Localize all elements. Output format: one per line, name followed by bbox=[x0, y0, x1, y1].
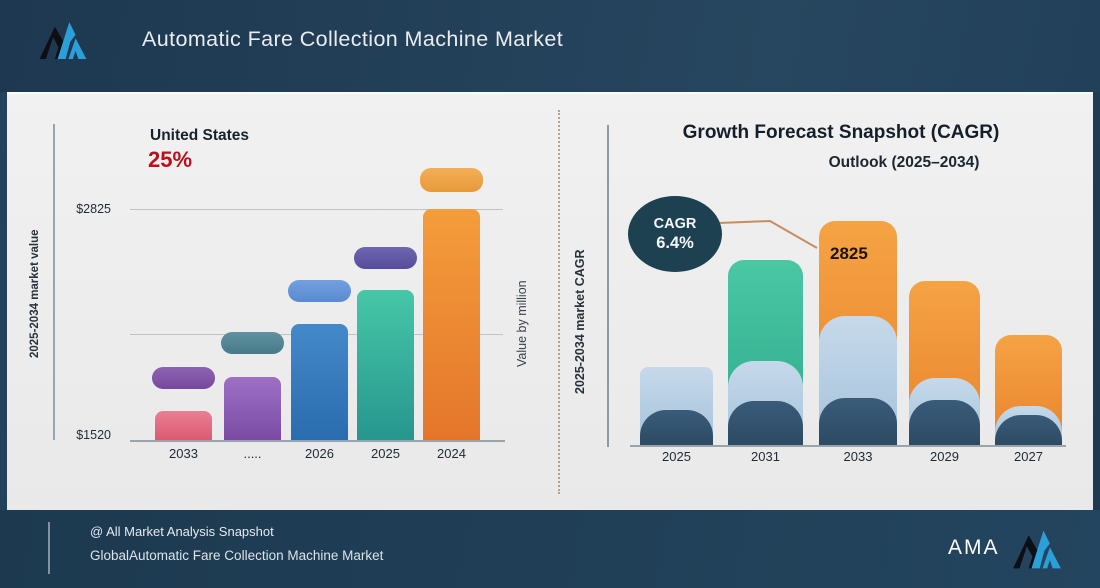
right-bar-2033-base-segment bbox=[819, 398, 897, 445]
left-bar-2026 bbox=[291, 324, 348, 440]
left-y-axis-label: 2025-2034 market value bbox=[29, 229, 41, 359]
left-category-label: 2026 bbox=[305, 446, 334, 461]
left-bar-cap-2033 bbox=[152, 367, 215, 389]
right-x-axis-line bbox=[630, 445, 1066, 447]
cagr-badge: CAGR 6.4% bbox=[628, 196, 722, 272]
left-bar-cap-..... bbox=[221, 332, 284, 355]
cagr-axis-label: 2025-2034 market CAGR bbox=[573, 249, 587, 395]
cagr-badge-value: 6.4% bbox=[656, 233, 694, 252]
footer-divider-line bbox=[48, 522, 50, 574]
right-bar-2029-base-segment bbox=[909, 400, 980, 445]
header: Automatic Fare Collection Machine Market bbox=[0, 0, 1100, 92]
right-category-label: 2033 bbox=[843, 449, 873, 464]
peak-value-label: 2825 bbox=[830, 244, 868, 263]
right-chart-subtitle: Outlook (2025–2034) bbox=[828, 154, 980, 171]
right-chart-title: Growth Forecast Snapshot (CAGR) bbox=[682, 122, 1000, 143]
cagr-badge-label: CAGR bbox=[653, 215, 697, 232]
left-bar-cap-2024 bbox=[420, 168, 483, 193]
right-category-label: 2031 bbox=[751, 449, 780, 464]
left-gridline-top bbox=[130, 209, 503, 210]
right-bar-2025-base-segment bbox=[640, 410, 713, 445]
chart-divider-line bbox=[558, 110, 560, 494]
left-ytick-top: $2825 bbox=[76, 202, 111, 216]
left-bar-2025 bbox=[357, 290, 414, 440]
left-category-label: 2033 bbox=[169, 446, 198, 461]
left-y-axis-line bbox=[53, 124, 55, 440]
right-category-label: 2029 bbox=[930, 449, 959, 464]
right-category-label: 2025 bbox=[662, 449, 691, 464]
left-bar-2033 bbox=[155, 410, 212, 440]
left-bar-cap-2026 bbox=[288, 279, 351, 302]
left-bar-..... bbox=[224, 377, 281, 440]
right-bar-2031-base-segment bbox=[728, 400, 803, 445]
footer-subtitle: GlobalAutomatic Fare Collection Machine … bbox=[90, 548, 384, 563]
ama-logo-icon-footer bbox=[1013, 530, 1061, 569]
content-panel: $2825 $1520 2025-2034 market value Unite… bbox=[7, 92, 1093, 510]
left-category-label: ..... bbox=[243, 446, 262, 461]
region-title: United States bbox=[150, 127, 250, 144]
left-category-label: 2025 bbox=[371, 446, 400, 461]
page-title: Automatic Fare Collection Machine Market bbox=[142, 27, 564, 51]
left-bar-2024 bbox=[423, 209, 480, 440]
left-ytick-bottom: $1520 bbox=[76, 428, 111, 442]
right-bar-2027-base-segment bbox=[995, 414, 1062, 445]
highlight-percent: 25% bbox=[148, 147, 193, 172]
left-bar-cap-2025 bbox=[354, 247, 417, 270]
value-axis-label: Value by million bbox=[515, 280, 529, 368]
ama-logo-icon bbox=[39, 22, 87, 60]
right-category-label: 2027 bbox=[1014, 449, 1043, 464]
footer: @ All Market Analysis Snapshot GlobalAut… bbox=[0, 510, 1100, 588]
left-x-axis-line bbox=[130, 440, 505, 442]
footer-brand-text: AMA bbox=[948, 536, 1000, 559]
left-category-label: 2024 bbox=[437, 446, 466, 461]
footer-credit: @ All Market Analysis Snapshot bbox=[90, 524, 274, 539]
right-y-axis-line bbox=[607, 125, 609, 447]
